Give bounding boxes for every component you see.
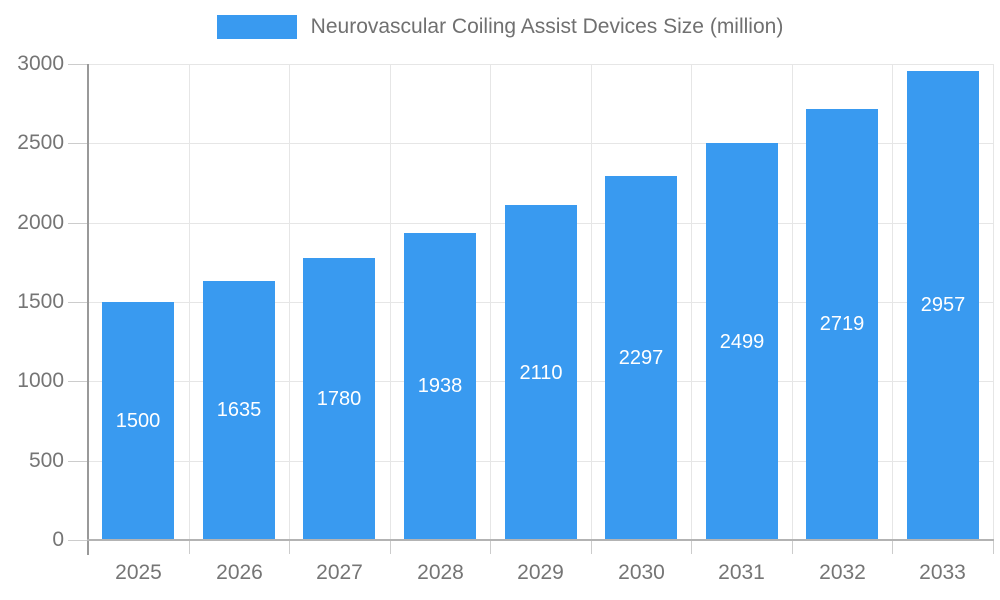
v-gridline <box>892 64 893 540</box>
bar[interactable] <box>203 281 275 540</box>
bar[interactable] <box>404 233 476 540</box>
x-tick <box>591 540 592 554</box>
y-tick-label: 2500 <box>17 131 64 154</box>
x-tick <box>892 540 893 554</box>
x-tick-label: 2030 <box>618 561 665 584</box>
x-tick <box>792 540 793 554</box>
v-gridline <box>691 64 692 540</box>
v-gridline <box>189 64 190 540</box>
bar[interactable] <box>605 176 677 540</box>
v-gridline <box>289 64 290 540</box>
y-tick <box>68 223 88 224</box>
x-tick-label: 2027 <box>316 561 363 584</box>
bar-value-label: 1780 <box>316 388 362 410</box>
v-gridline <box>591 64 592 540</box>
y-tick <box>68 540 88 541</box>
x-tick <box>993 540 994 554</box>
y-tick <box>68 143 88 144</box>
y-tick-label: 1000 <box>17 369 64 392</box>
legend-label: Neurovascular Coiling Assist Devices Siz… <box>310 15 784 38</box>
y-axis-line <box>87 64 89 555</box>
bar[interactable] <box>907 71 979 540</box>
x-tick-label: 2025 <box>115 561 162 584</box>
y-tick <box>68 461 88 462</box>
bar-value-label: 1938 <box>417 375 463 397</box>
bar-value-label: 2499 <box>719 331 765 353</box>
y-tick-label: 500 <box>28 449 64 472</box>
x-tick-label: 2029 <box>517 561 564 584</box>
y-tick <box>68 302 88 303</box>
bar-value-label: 2719 <box>819 313 865 335</box>
x-tick-label: 2033 <box>919 561 966 584</box>
bar-value-label: 2957 <box>920 294 966 316</box>
y-tick-label: 1500 <box>17 290 64 313</box>
x-tick <box>691 540 692 554</box>
legend[interactable]: Neurovascular Coiling Assist Devices Siz… <box>0 15 1000 39</box>
bar-value-label: 2297 <box>618 347 664 369</box>
h-gridline <box>88 143 993 144</box>
y-tick-label: 0 <box>52 528 64 551</box>
x-tick-label: 2031 <box>718 561 765 584</box>
x-tick <box>289 540 290 554</box>
bar[interactable] <box>102 302 174 540</box>
y-tick-label: 3000 <box>17 52 64 75</box>
x-tick <box>189 540 190 554</box>
y-tick-label: 2000 <box>17 211 64 234</box>
y-tick <box>68 64 88 65</box>
y-tick <box>68 381 88 382</box>
bar[interactable] <box>505 205 577 540</box>
h-gridline <box>88 64 993 65</box>
bar[interactable] <box>303 258 375 540</box>
x-tick-label: 2032 <box>819 561 866 584</box>
x-tick <box>390 540 391 554</box>
bar-value-label: 1500 <box>115 410 161 432</box>
x-tick <box>490 540 491 554</box>
x-tick-label: 2026 <box>216 561 263 584</box>
v-gridline <box>390 64 391 540</box>
x-tick-label: 2028 <box>417 561 464 584</box>
bar-value-label: 2110 <box>519 362 563 384</box>
bar-value-label: 1635 <box>216 399 262 421</box>
legend-swatch <box>216 15 297 39</box>
bar[interactable] <box>806 109 878 540</box>
x-axis-line <box>87 539 994 541</box>
v-gridline <box>490 64 491 540</box>
v-gridline <box>993 64 994 540</box>
bar[interactable] <box>706 143 778 540</box>
v-gridline <box>792 64 793 540</box>
